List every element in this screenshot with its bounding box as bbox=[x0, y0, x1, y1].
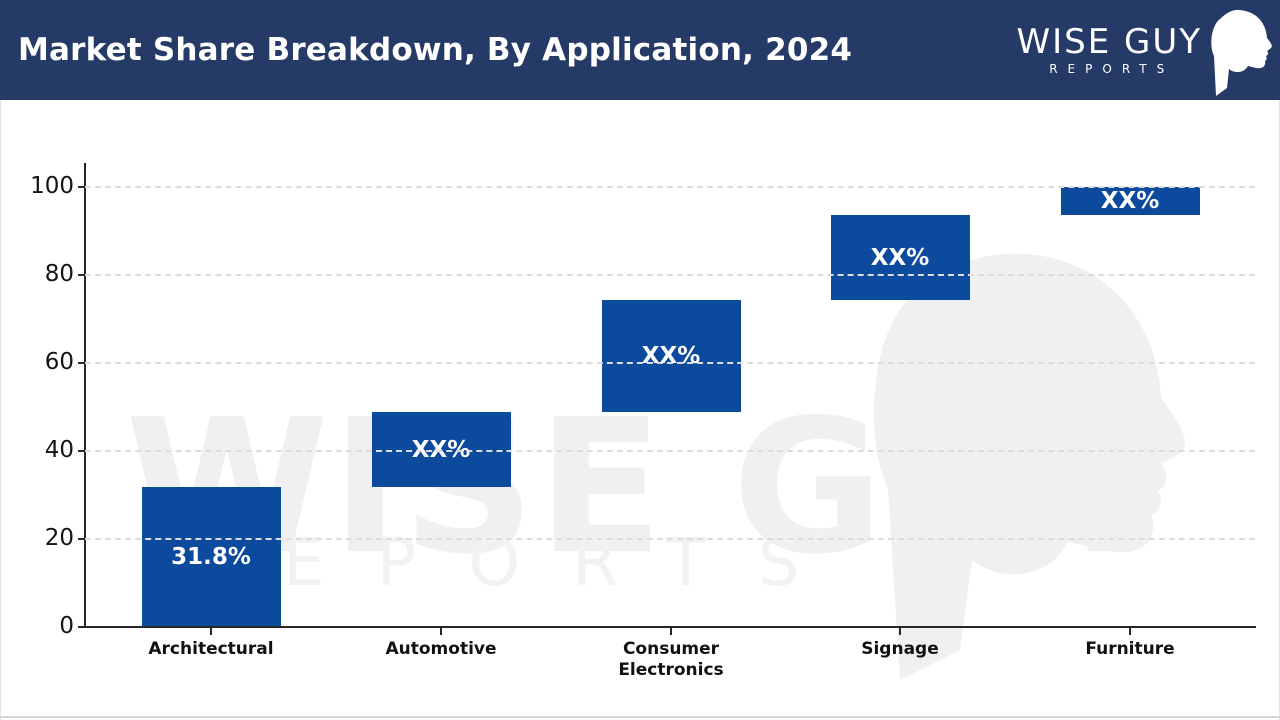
bar-value-label: XX% bbox=[870, 244, 930, 271]
y-tick-mark bbox=[78, 362, 85, 364]
bar-value-label: 31.8% bbox=[171, 544, 251, 571]
x-axis-label-signage: Signage bbox=[790, 639, 1010, 660]
brand-head-icon bbox=[1211, 9, 1272, 96]
y-tick-mark bbox=[78, 538, 85, 540]
y-tick-mark bbox=[78, 274, 85, 276]
bar-signage: XX% bbox=[830, 215, 970, 301]
x-axis-label-automotive: Automotive bbox=[331, 639, 551, 660]
x-axis-label-furniture: Furniture bbox=[1020, 639, 1240, 660]
brand-logo: WISE GUY REPORTS bbox=[1016, 4, 1280, 96]
x-tick-mark bbox=[1129, 627, 1131, 635]
bar-consumer-electronics: XX% bbox=[601, 300, 741, 413]
x-axis-label-line: Electronics bbox=[618, 660, 724, 680]
brand-logo-text: WISE GUY REPORTS bbox=[1016, 25, 1202, 76]
x-axis-label-line: Automotive bbox=[385, 639, 497, 659]
x-tick-mark bbox=[670, 627, 672, 635]
x-tick-mark bbox=[899, 627, 901, 635]
x-axis-label-line: Consumer bbox=[622, 639, 720, 659]
x-axis-label-line: Architectural bbox=[148, 639, 274, 659]
header-bar: Market Share Breakdown, By Application, … bbox=[0, 0, 1280, 100]
gridline bbox=[85, 274, 1255, 276]
y-tick-mark bbox=[78, 450, 85, 452]
bottom-rule bbox=[0, 716, 1280, 718]
y-tick-label: 100 bbox=[30, 173, 74, 199]
y-tick-mark bbox=[78, 186, 85, 188]
y-tick-mark bbox=[78, 626, 85, 628]
x-axis-label-architectural: Architectural bbox=[101, 639, 321, 660]
y-tick-label: 20 bbox=[44, 525, 74, 551]
gridline bbox=[85, 538, 1255, 540]
y-axis-line bbox=[84, 163, 86, 628]
brand-name: WISE GUY bbox=[1016, 21, 1202, 62]
x-tick-mark bbox=[440, 627, 442, 635]
y-tick-label: 0 bbox=[59, 613, 74, 639]
x-axis-label-line: Furniture bbox=[1085, 639, 1175, 659]
bar-furniture: XX% bbox=[1060, 187, 1200, 216]
bar-architectural: 31.8% bbox=[141, 487, 281, 627]
y-tick-label: 80 bbox=[44, 261, 74, 287]
bar-value-label: XX% bbox=[411, 436, 471, 463]
y-tick-label: 40 bbox=[44, 437, 74, 463]
x-axis-label-consumer-electronics: Consumer Electronics bbox=[561, 639, 781, 681]
y-tick-label: 60 bbox=[44, 349, 74, 375]
bar-automotive: XX% bbox=[371, 412, 511, 488]
bar-value-label: XX% bbox=[1100, 188, 1160, 215]
x-axis-label-line: Signage bbox=[861, 639, 939, 659]
left-edge-line bbox=[0, 100, 1, 720]
bar-value-label: XX% bbox=[641, 343, 701, 370]
gridline bbox=[85, 362, 1255, 364]
page-title: Market Share Breakdown, By Application, … bbox=[18, 32, 853, 68]
gridline bbox=[85, 186, 1255, 188]
x-tick-mark bbox=[210, 627, 212, 635]
gridline bbox=[85, 450, 1255, 452]
brand-subtitle: REPORTS bbox=[1049, 61, 1175, 76]
